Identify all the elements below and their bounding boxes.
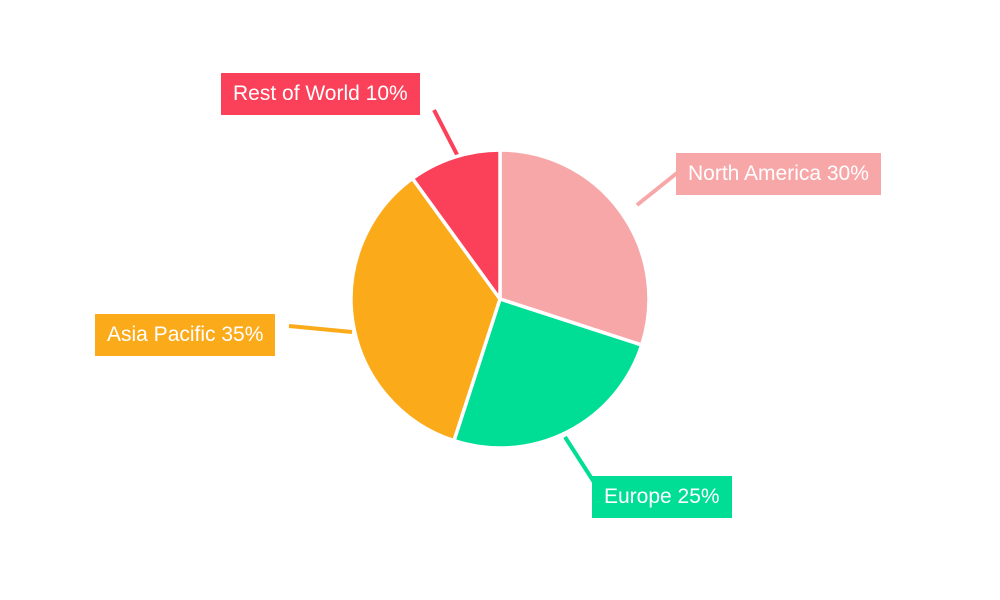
pie-label-asia-pacific-text: Asia Pacific 35% (107, 323, 264, 346)
pie-label-rest-of-world: Rest of World 10% (221, 73, 420, 115)
pie-label-north-america-text: North America 30% (688, 162, 869, 185)
pie-slices (349, 148, 651, 450)
pie-slice-rest-of-world[interactable] (410, 148, 502, 301)
pie-label-europe: Europe 25% (592, 476, 732, 518)
pie-label-asia-pacific: Asia Pacific 35% (95, 314, 276, 356)
pie-slice-europe[interactable] (452, 297, 644, 450)
leader-line-north-america (635, 171, 679, 207)
pie-slice-asia-pacific[interactable] (349, 176, 502, 443)
pie-label-north-america: North America 30% (676, 153, 881, 195)
pie-slice-north-america[interactable] (498, 148, 651, 347)
leader-line-asia-pacific (288, 324, 353, 334)
pie-label-europe-text: Europe 25% (604, 485, 720, 508)
pie-label-rest-of-world-text: Rest of World 10% (233, 82, 408, 105)
